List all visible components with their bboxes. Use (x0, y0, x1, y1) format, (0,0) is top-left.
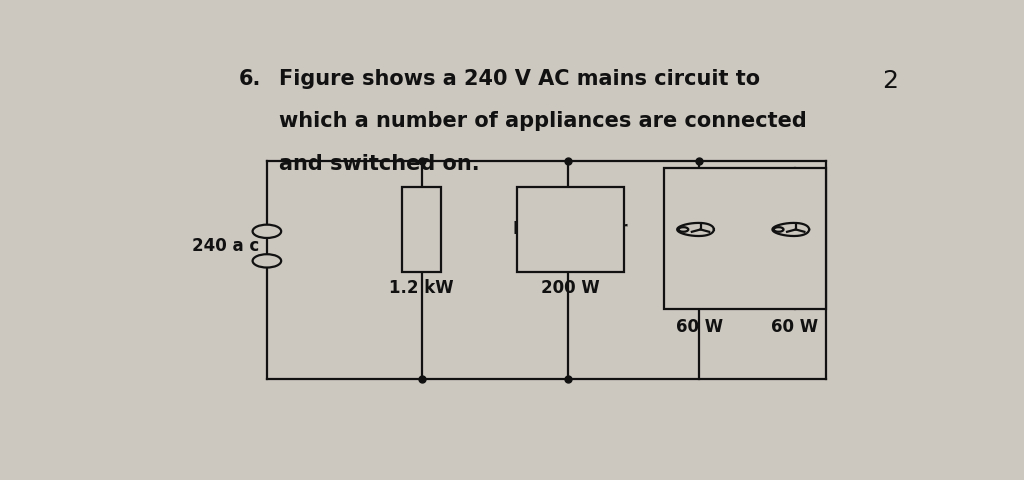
Text: Refrigerator: Refrigerator (513, 220, 629, 239)
Text: 240 a c: 240 a c (191, 237, 259, 255)
Text: and switched on.: and switched on. (279, 154, 479, 174)
Bar (664, 168, 826, 309)
Text: 60 W: 60 W (676, 318, 723, 336)
Circle shape (679, 227, 688, 232)
Polygon shape (772, 223, 809, 236)
Polygon shape (677, 223, 714, 236)
Text: which a number of appliances are connected: which a number of appliances are connect… (279, 111, 807, 131)
Text: 200 W: 200 W (541, 279, 600, 298)
Circle shape (253, 254, 282, 267)
Circle shape (253, 225, 282, 238)
Text: Figure shows a 240 V AC mains circuit to: Figure shows a 240 V AC mains circuit to (279, 69, 760, 89)
Text: 6.: 6. (240, 69, 261, 89)
Circle shape (774, 227, 783, 232)
Text: 60 W: 60 W (771, 318, 818, 336)
Text: Fan: Fan (406, 220, 438, 239)
Bar (401, 187, 441, 272)
Bar (517, 187, 624, 272)
Text: 1.2 kW: 1.2 kW (389, 279, 454, 298)
Text: 2: 2 (882, 69, 898, 93)
